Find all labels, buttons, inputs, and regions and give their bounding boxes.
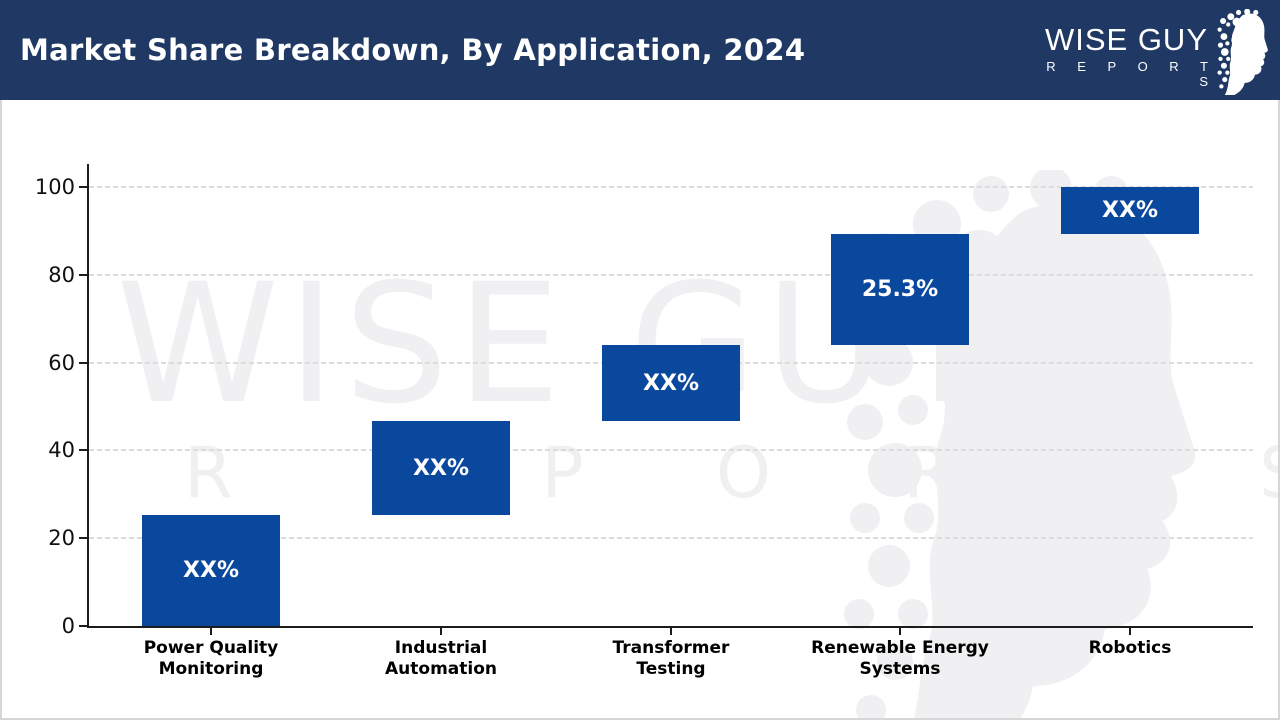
x-tick-renewable-energy-systems (899, 628, 901, 635)
y-tick-label-20: 20 (48, 526, 75, 551)
y-tick-100 (79, 186, 87, 188)
brand-logo: WISE GUY R E P O R T S (1030, 5, 1270, 95)
brand-face-icon (1217, 9, 1268, 95)
y-tick-label-40: 40 (48, 438, 75, 463)
y-tick-label-60: 60 (48, 350, 75, 375)
category-label-industrial-automation: Industrial Automation (385, 638, 497, 679)
y-tick-label-80: 80 (48, 262, 75, 287)
page-title: Market Share Breakdown, By Application, … (20, 33, 806, 67)
y-tick-60 (79, 361, 87, 364)
bar-label-robotics: XX% (1102, 197, 1158, 223)
header-bar: Market Share Breakdown, By Application, … (0, 0, 1280, 100)
page-border-bottom (0, 718, 1280, 720)
bar-renewable-energy-systems: 25.3% (831, 233, 969, 346)
y-tick-20 (79, 537, 87, 540)
gridline-20 (89, 537, 1253, 540)
x-axis (87, 626, 1253, 628)
brand-name: WISE GUY (1044, 22, 1208, 57)
bar-robotics: XX% (1061, 187, 1199, 234)
category-label-transformer-testing: Transformer Testing (612, 638, 730, 679)
bar-power-quality-monitoring: XX% (142, 515, 280, 626)
brand-text: WISE GUY R E P O R T S (1030, 22, 1208, 90)
y-axis (87, 164, 89, 628)
y-tick-0 (79, 625, 87, 627)
gridline-80 (89, 273, 1253, 276)
bar-label-renewable-energy-systems: 25.3% (861, 277, 939, 302)
y-tick-label-100: 100 (34, 175, 75, 199)
y-tick-40 (79, 449, 87, 452)
bar-transformer-testing: XX% (602, 345, 740, 421)
x-tick-power-quality-monitoring (210, 628, 212, 635)
bar-label-industrial-automation: XX% (413, 455, 469, 481)
y-tick-label-0: 0 (61, 614, 75, 638)
category-label-renewable-energy-systems: Renewable Energy Systems (811, 638, 989, 679)
y-tick-80 (79, 273, 87, 276)
x-tick-transformer-testing (670, 628, 672, 635)
gridline-40 (89, 449, 1253, 452)
category-label-robotics: Robotics (1088, 638, 1172, 658)
bar-industrial-automation: XX% (372, 420, 510, 516)
bar-label-power-quality-monitoring: XX% (183, 558, 239, 584)
page-border-left (0, 100, 2, 720)
bar-label-transformer-testing: XX% (643, 370, 699, 396)
category-label-power-quality-monitoring: Power Quality Monitoring (143, 638, 279, 679)
x-tick-robotics (1129, 628, 1131, 635)
gridline-100 (89, 186, 1253, 188)
x-tick-industrial-automation (440, 628, 442, 635)
brand-subtitle: R E P O R T S (1046, 59, 1217, 89)
page-border-right (1278, 100, 1280, 720)
